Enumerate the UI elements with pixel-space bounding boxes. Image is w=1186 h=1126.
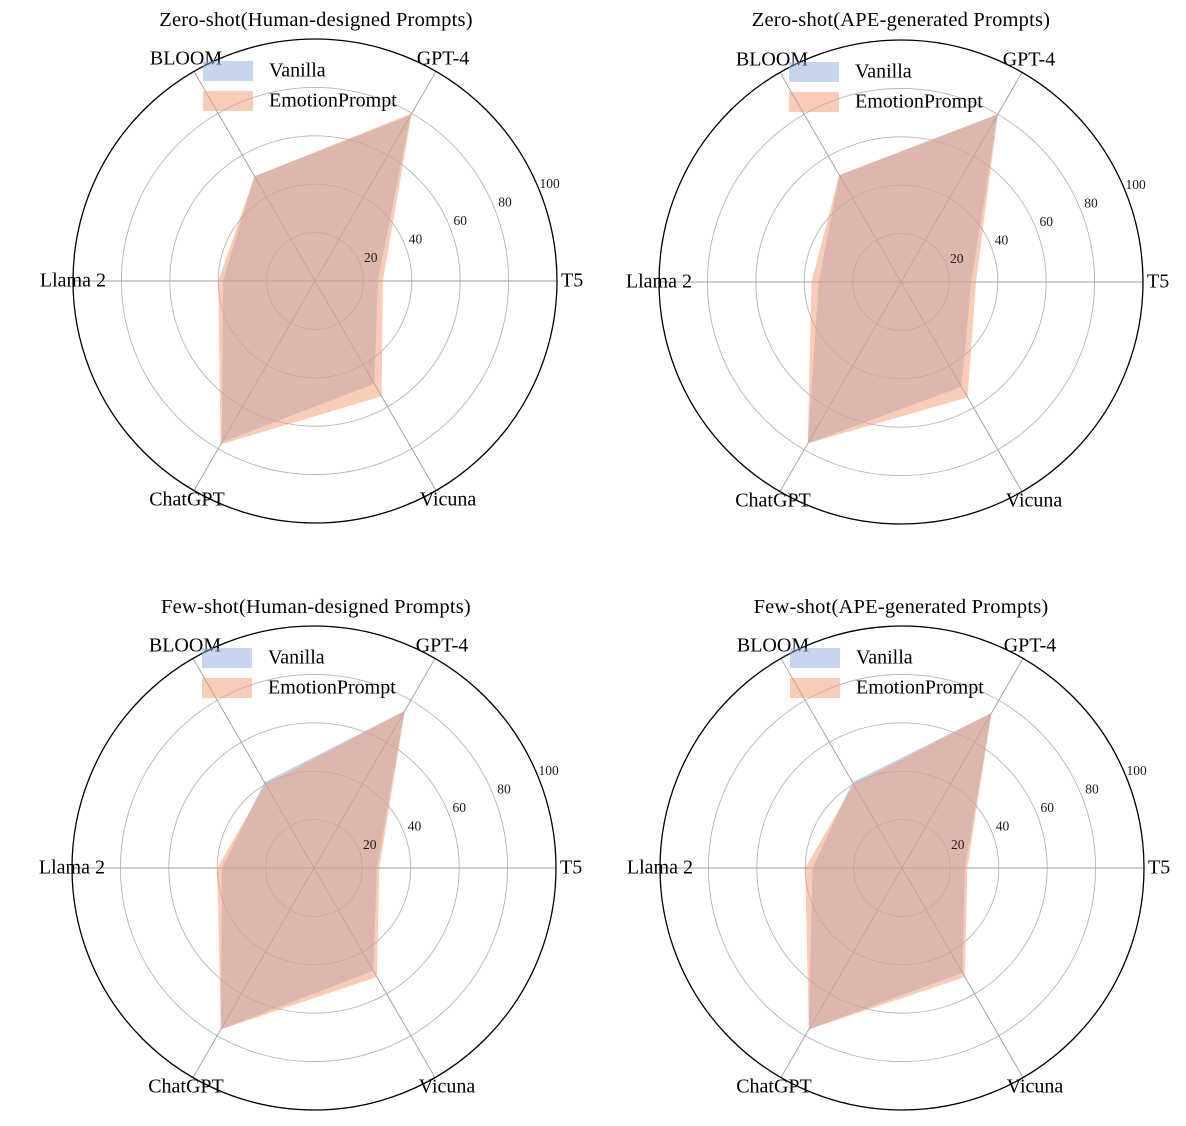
axis-label-vicuna: Vicuna <box>419 1076 476 1098</box>
legend-label-vanilla: Vanilla <box>269 60 326 82</box>
legend-label-emotionprompt: EmotionPrompt <box>268 677 396 699</box>
axis-label-llama-2: Llama 2 <box>626 271 692 293</box>
r-tick-label-40: 40 <box>996 818 1010 833</box>
legend: Vanilla EmotionPrompt <box>790 647 984 699</box>
legend-label-vanilla: Vanilla <box>855 61 912 83</box>
r-tick-label-60: 60 <box>1040 800 1054 815</box>
legend-label-vanilla: Vanilla <box>856 647 913 669</box>
r-tick-label-100: 100 <box>539 763 560 778</box>
chart-title-few-shot-human: Few-shot(Human-designed Prompts) <box>161 596 471 618</box>
r-tick-label-20: 20 <box>363 837 377 852</box>
r-tick-label-60: 60 <box>453 213 467 228</box>
legend-swatch-emotionprompt <box>202 678 252 698</box>
r-tick-label-100: 100 <box>1126 177 1147 192</box>
axis-label-chatgpt: ChatGPT <box>735 490 811 512</box>
legend: Vanilla EmotionPrompt <box>203 60 397 112</box>
axis-label-gpt-4: GPT-4 <box>1004 635 1057 657</box>
axis-label-t5: T5 <box>1148 857 1170 879</box>
r-tick-label-20: 20 <box>951 837 965 852</box>
legend-swatch-emotionprompt <box>789 92 839 112</box>
outer-circle <box>659 625 1145 1111</box>
legend-swatch-emotionprompt <box>203 91 253 111</box>
axis-label-t5: T5 <box>1147 271 1169 293</box>
r-tick-label-40: 40 <box>995 232 1009 247</box>
legend-label-emotionprompt: EmotionPrompt <box>855 91 983 113</box>
outer-circle <box>72 38 558 524</box>
axis-label-vicuna: Vicuna <box>1006 490 1063 512</box>
axis-label-chatgpt: ChatGPT <box>736 1076 812 1098</box>
chart-title-few-shot-ape: Few-shot(APE-generated Prompts) <box>753 596 1049 618</box>
outer-circle <box>71 625 557 1111</box>
axis-label-gpt-4: GPT-4 <box>417 48 470 70</box>
series-polygon-emotionprompt <box>805 712 992 1030</box>
series-polygon-emotionprompt <box>218 113 412 445</box>
legend: Vanilla EmotionPrompt <box>202 647 396 699</box>
series-polygon-emotionprompt <box>807 114 998 444</box>
r-tick-label-80: 80 <box>1085 781 1099 796</box>
r-tick-label-20: 20 <box>364 250 378 265</box>
legend: Vanilla EmotionPrompt <box>789 61 983 113</box>
r-tick-label-60: 60 <box>1039 214 1053 229</box>
axis-label-gpt-4: GPT-4 <box>416 635 469 657</box>
chart-title-zero-shot-ape: Zero-shot(APE-generated Prompts) <box>751 9 1051 31</box>
axis-label-t5: T5 <box>561 270 583 292</box>
legend-label-emotionprompt: EmotionPrompt <box>856 677 984 699</box>
r-tick-label-100: 100 <box>1127 763 1148 778</box>
legend-swatch-vanilla <box>789 62 839 82</box>
legend-label-vanilla: Vanilla <box>268 647 325 669</box>
axis-label-chatgpt: ChatGPT <box>149 489 225 511</box>
r-tick-label-20: 20 <box>950 251 964 266</box>
axis-label-llama-2: Llama 2 <box>39 857 105 879</box>
r-tick-label-40: 40 <box>408 818 422 833</box>
r-tick-label-80: 80 <box>498 194 512 209</box>
axis-label-llama-2: Llama 2 <box>40 270 106 292</box>
axis-label-chatgpt: ChatGPT <box>148 1076 224 1098</box>
outer-circle <box>658 39 1144 525</box>
legend-swatch-vanilla <box>203 61 253 81</box>
series-polygon-emotionprompt <box>217 710 405 1030</box>
r-tick-label-60: 60 <box>452 800 466 815</box>
legend-label-emotionprompt: EmotionPrompt <box>269 90 397 112</box>
r-tick-label-80: 80 <box>497 781 511 796</box>
r-tick-label-40: 40 <box>409 231 423 246</box>
axis-label-vicuna: Vicuna <box>1007 1076 1064 1098</box>
legend-swatch-emotionprompt <box>790 678 840 698</box>
axis-label-llama-2: Llama 2 <box>627 857 693 879</box>
axis-label-gpt-4: GPT-4 <box>1003 49 1056 71</box>
legend-swatch-vanilla <box>202 648 252 668</box>
axis-label-vicuna: Vicuna <box>420 489 477 511</box>
r-tick-label-100: 100 <box>540 176 561 191</box>
axis-label-t5: T5 <box>560 857 582 879</box>
legend-swatch-vanilla <box>790 648 840 668</box>
chart-title-zero-shot-human: Zero-shot(Human-designed Prompts) <box>159 9 473 31</box>
r-tick-label-80: 80 <box>1084 195 1098 210</box>
